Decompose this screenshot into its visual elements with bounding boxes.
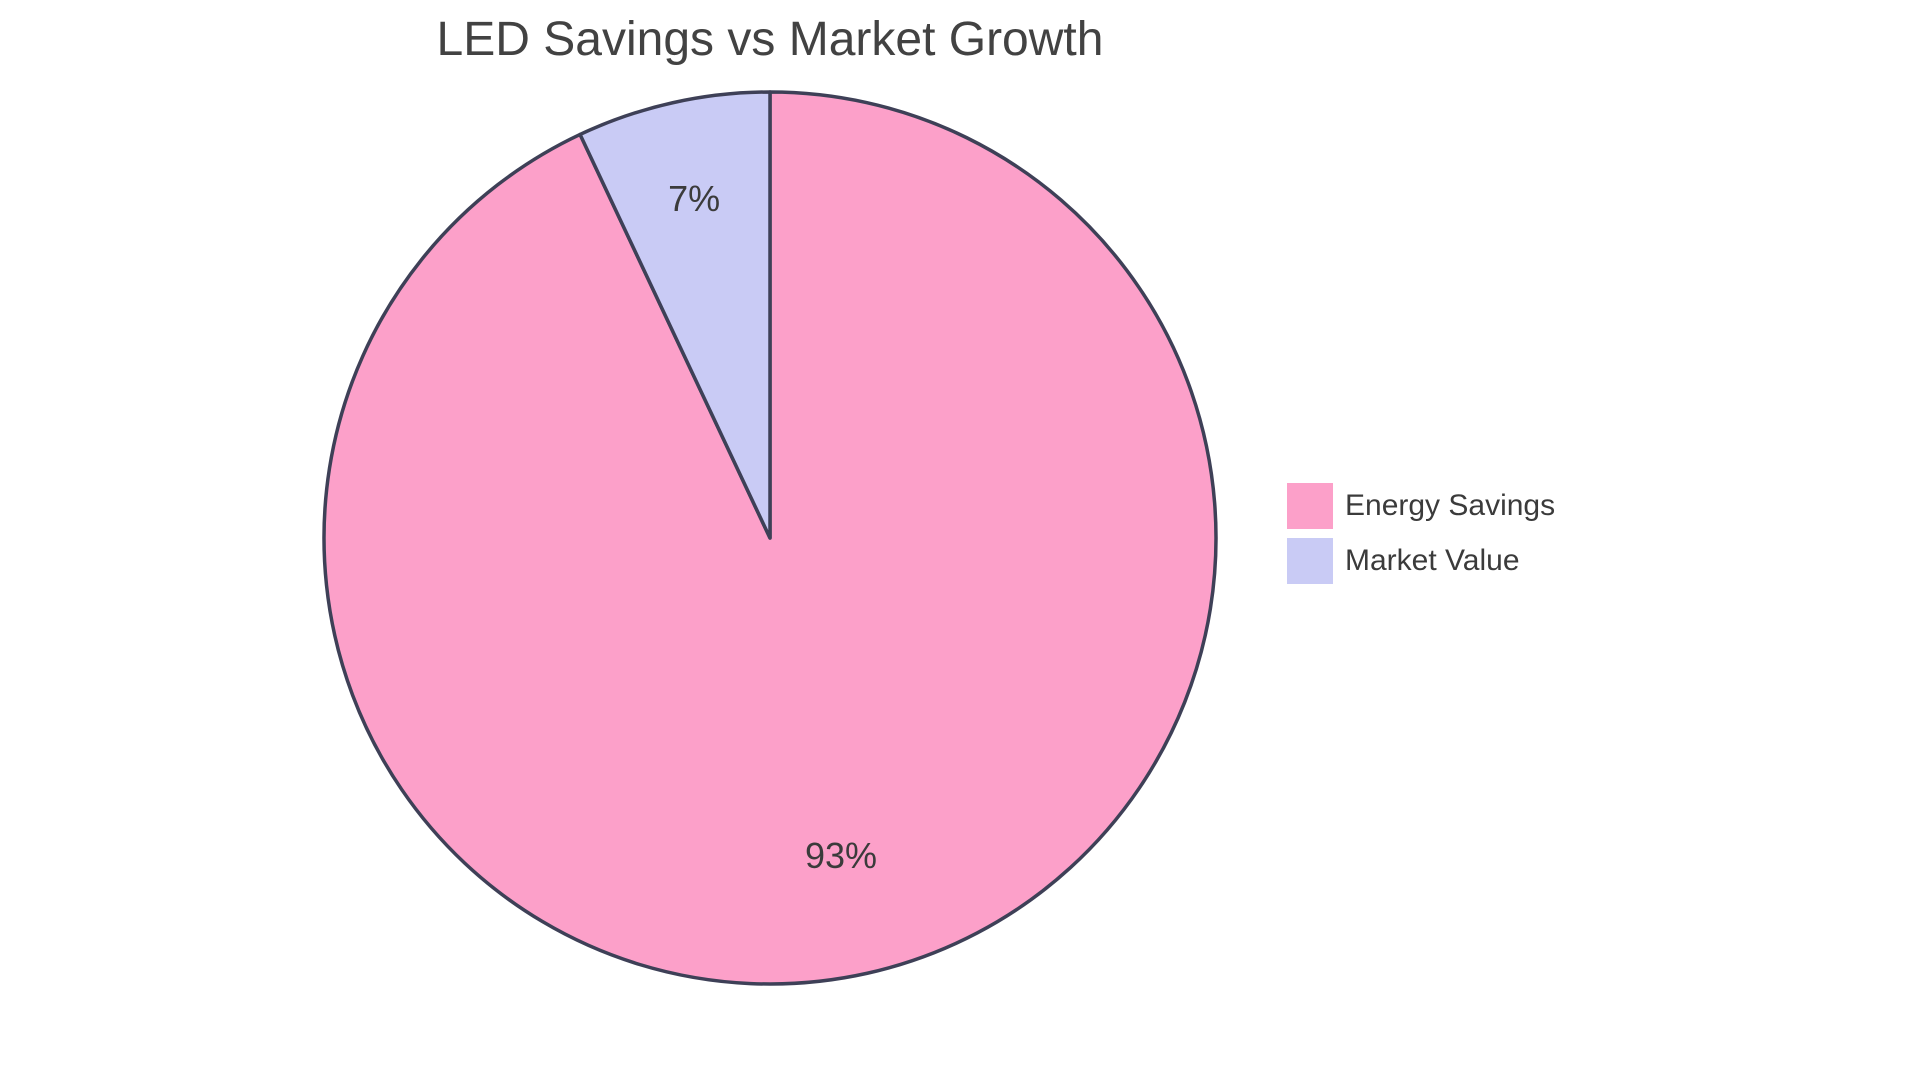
pie-slice-market-value[interactable] (578, 90, 772, 540)
slice-label-energy-savings: 93% (805, 835, 877, 876)
legend: Energy Savings Market Value (1287, 483, 1555, 584)
slice-label-market-value: 7% (668, 178, 720, 219)
legend-label-energy-savings: Energy Savings (1345, 489, 1556, 522)
legend-item-market-value[interactable]: Market Value (1287, 538, 1555, 584)
chart-title: LED Savings vs Market Growth (436, 13, 1104, 66)
legend-item-energy-savings[interactable]: Energy Savings (1287, 483, 1555, 529)
legend-label-market-value: Market Value (1345, 544, 1520, 577)
legend-swatch-market-value (1287, 538, 1333, 584)
legend-swatch-energy-savings (1287, 483, 1333, 529)
